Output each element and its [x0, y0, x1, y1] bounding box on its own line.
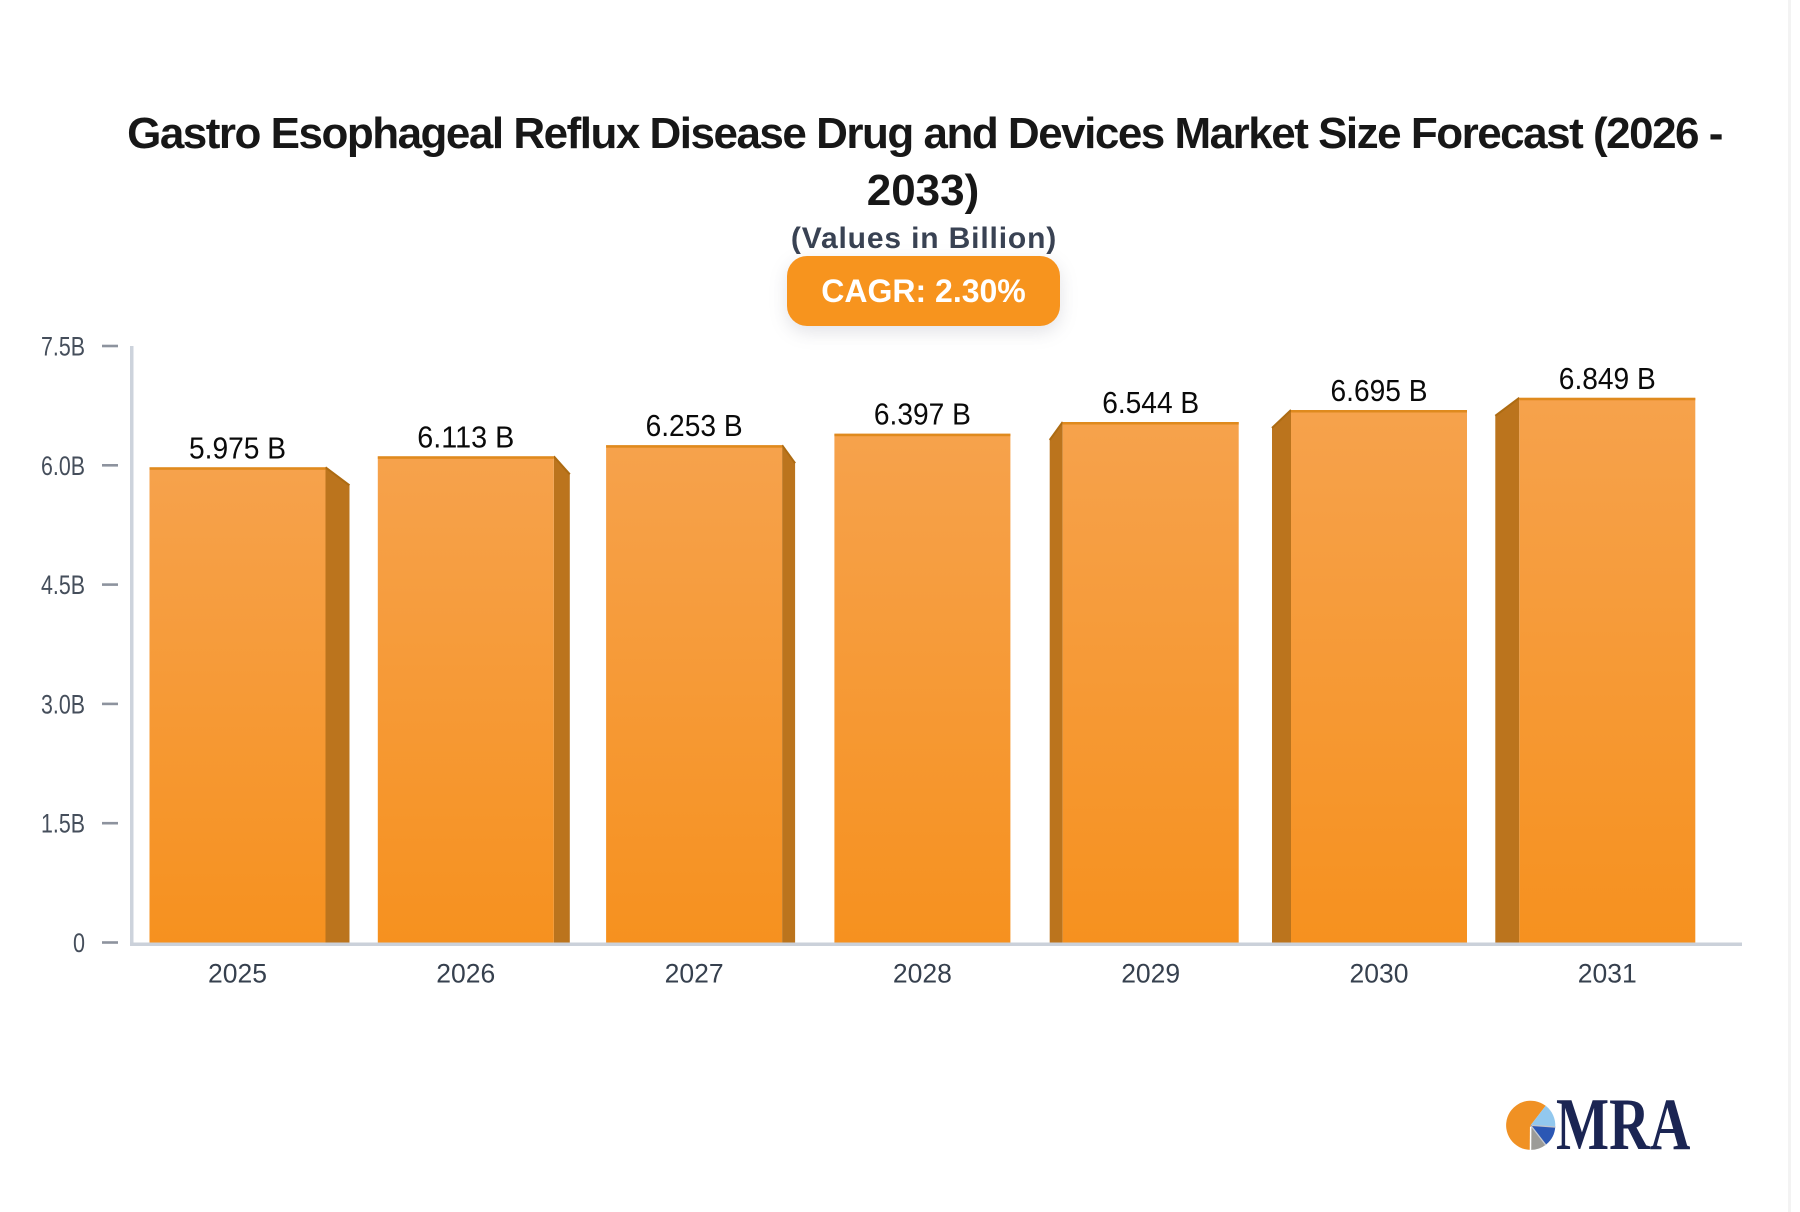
- svg-text:2027: 2027: [665, 959, 724, 989]
- svg-text:7.5B: 7.5B: [41, 332, 85, 362]
- svg-text:5.975 B: 5.975 B: [189, 430, 286, 465]
- svg-text:1.5B: 1.5B: [41, 809, 85, 839]
- svg-text:4.5B: 4.5B: [41, 570, 85, 600]
- svg-text:6.397 B: 6.397 B: [874, 397, 971, 432]
- svg-text:6.544 B: 6.544 B: [1102, 385, 1199, 420]
- svg-text:2028: 2028: [893, 959, 952, 989]
- svg-text:2025: 2025: [208, 959, 267, 989]
- svg-text:0: 0: [73, 928, 85, 958]
- svg-text:2031: 2031: [1578, 959, 1637, 989]
- svg-text:2029: 2029: [1121, 959, 1180, 989]
- svg-text:3.0B: 3.0B: [41, 689, 85, 719]
- svg-text:6.0B: 6.0B: [41, 451, 85, 481]
- svg-text:6.113 B: 6.113 B: [417, 419, 514, 454]
- svg-text:6.253 B: 6.253 B: [646, 408, 743, 443]
- svg-text:6.695 B: 6.695 B: [1331, 373, 1428, 408]
- svg-text:MRA: MRA: [1556, 1084, 1690, 1166]
- svg-text:2030: 2030: [1350, 959, 1409, 989]
- svg-text:6.849 B: 6.849 B: [1559, 361, 1656, 396]
- svg-text:2026: 2026: [436, 959, 495, 989]
